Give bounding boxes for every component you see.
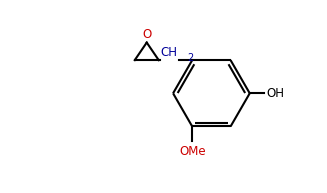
Text: CH: CH <box>161 46 178 59</box>
Text: OH: OH <box>266 87 284 100</box>
Text: OMe: OMe <box>179 145 206 158</box>
Text: O: O <box>142 28 151 41</box>
Text: 2: 2 <box>187 53 194 63</box>
